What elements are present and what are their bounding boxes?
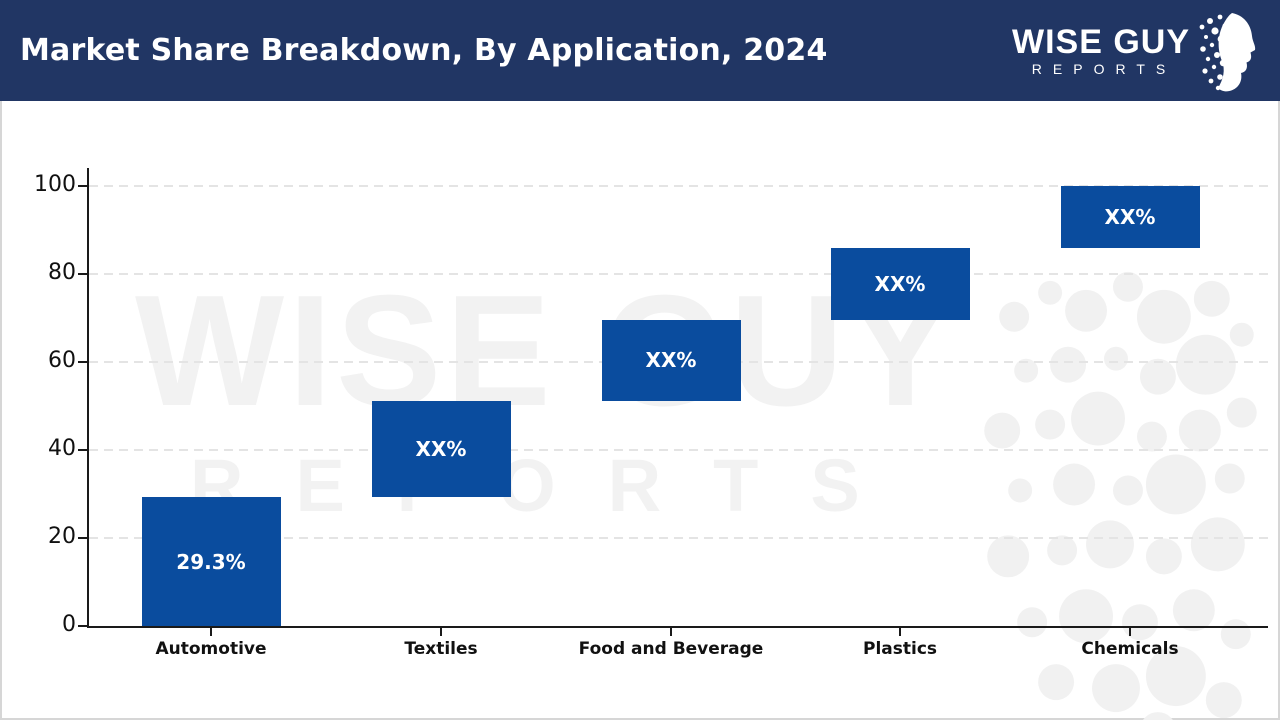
y-axis-line	[87, 168, 89, 628]
chart-title: Market Share Breakdown, By Application, …	[20, 33, 828, 68]
x-axis-label: Plastics	[862, 639, 938, 659]
y-axis-tick-label: 40	[48, 436, 76, 461]
watermark-text-line1: WISE GUY	[135, 263, 958, 439]
wise-guy-logo: WISE GUY REPORTS	[1012, 8, 1262, 94]
logo-text: WISE GUY REPORTS	[1012, 23, 1191, 77]
watermark-text-line2: REPORTS	[190, 444, 912, 527]
x-axis-label: Automotive	[155, 639, 267, 659]
x-axis-label: Textiles	[404, 639, 478, 659]
x-axis-tick	[440, 628, 442, 636]
y-axis-tick	[78, 361, 89, 363]
bar-automotive: 29.3%	[141, 497, 281, 626]
x-axis-tick	[899, 628, 901, 636]
y-axis-tick-label: 0	[62, 612, 76, 637]
bar-value-label: XX%	[1104, 205, 1156, 230]
bar-value-label: XX%	[645, 348, 697, 373]
x-axis-label: Food and Beverage	[578, 639, 764, 659]
bar-food-and-beverage: XX%	[601, 319, 741, 401]
gridline	[89, 273, 1268, 275]
x-axis-tick	[210, 628, 212, 636]
x-axis-tick	[1129, 628, 1131, 636]
gridline	[89, 537, 1268, 539]
gridline	[89, 449, 1268, 451]
y-axis-tick-label: 100	[34, 172, 76, 197]
watermark: WISE GUY REPORTS	[0, 101, 1280, 720]
gridline	[89, 185, 1268, 187]
head-watermark-icon	[984, 271, 1257, 720]
x-axis-label: Chemicals	[1081, 639, 1179, 659]
y-axis-tick	[78, 537, 89, 539]
header-bar: Market Share Breakdown, By Application, …	[0, 0, 1280, 101]
bar-chemicals: XX%	[1060, 186, 1200, 249]
y-axis-tick	[78, 273, 89, 275]
y-axis-tick-label: 20	[48, 524, 76, 549]
bar-textiles: XX%	[371, 400, 511, 498]
y-axis-tick-label: 80	[48, 260, 76, 285]
y-axis-tick	[78, 185, 89, 187]
bar-value-label: 29.3%	[176, 549, 246, 574]
y-axis-tick	[78, 625, 89, 627]
bar-value-label: XX%	[874, 271, 926, 296]
y-axis-tick	[78, 449, 89, 451]
bar-plastics: XX%	[830, 248, 970, 320]
x-axis-tick	[670, 628, 672, 636]
bar-value-label: XX%	[415, 436, 467, 461]
x-axis-line	[87, 626, 1268, 628]
wiseguy-head-icon	[1199, 13, 1256, 92]
logo-line1: WISE GUY	[1012, 23, 1191, 62]
logo-line2: REPORTS	[1031, 60, 1177, 77]
y-axis-tick-label: 60	[48, 348, 76, 373]
